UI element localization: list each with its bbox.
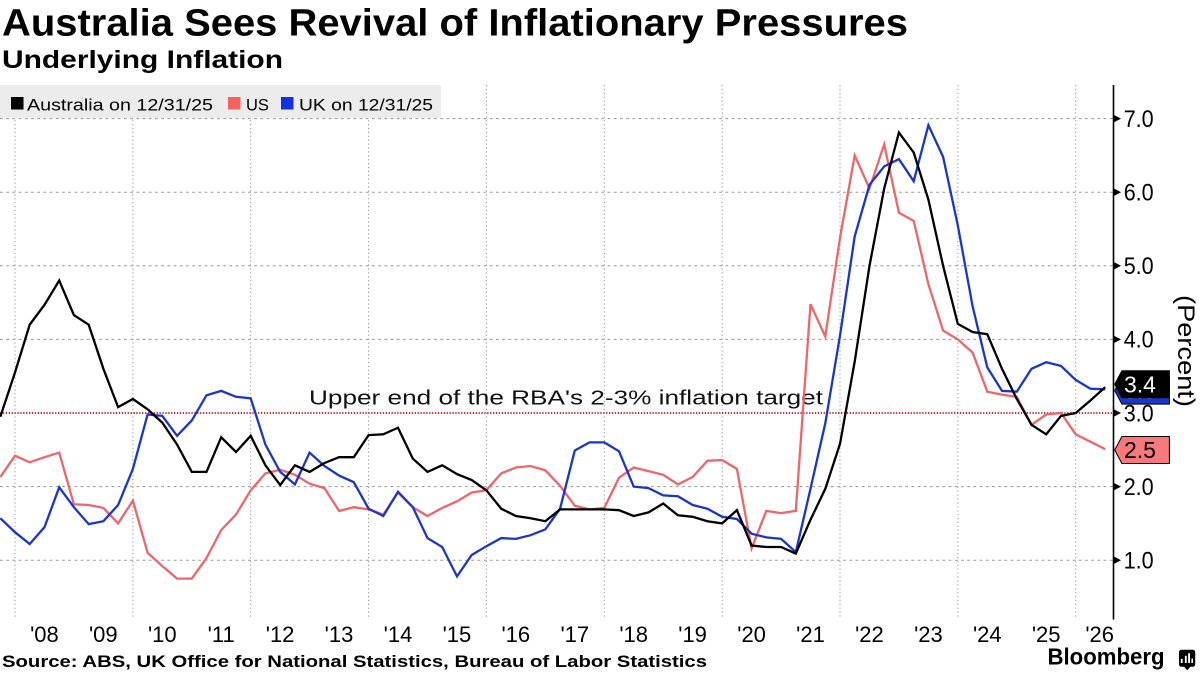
svg-text:'19: '19 bbox=[678, 622, 707, 647]
svg-text:Underlying Inflation: Underlying Inflation bbox=[2, 46, 283, 74]
svg-text:Upper end of the RBA's 2-3% in: Upper end of the RBA's 2-3% inflation ta… bbox=[309, 387, 823, 410]
svg-text:'24: '24 bbox=[973, 622, 1002, 647]
svg-text:UK on 12/31/25: UK on 12/31/25 bbox=[299, 97, 433, 115]
svg-text:6.0: 6.0 bbox=[1124, 180, 1154, 207]
svg-text:'16: '16 bbox=[501, 622, 530, 647]
svg-text:'23: '23 bbox=[914, 622, 943, 647]
svg-text:'21: '21 bbox=[796, 622, 825, 647]
svg-text:'13: '13 bbox=[325, 622, 354, 647]
svg-text:2.0: 2.0 bbox=[1124, 474, 1154, 501]
svg-text:'22: '22 bbox=[855, 622, 884, 647]
svg-text:'20: '20 bbox=[737, 622, 766, 647]
svg-text:(Percent): (Percent) bbox=[1172, 295, 1199, 407]
svg-text:'26: '26 bbox=[1085, 622, 1114, 647]
svg-text:'17: '17 bbox=[560, 622, 589, 647]
svg-text:'18: '18 bbox=[619, 622, 648, 647]
svg-text:1.0: 1.0 bbox=[1124, 548, 1154, 575]
svg-text:5.0: 5.0 bbox=[1124, 253, 1154, 280]
svg-text:'14: '14 bbox=[384, 622, 413, 647]
svg-text:3.0: 3.0 bbox=[1124, 400, 1154, 427]
svg-text:Australia on 12/31/25: Australia on 12/31/25 bbox=[27, 97, 213, 115]
svg-text:Source: ABS, UK Office for Nat: Source: ABS, UK Office for National Stat… bbox=[2, 652, 707, 671]
svg-text:'09: '09 bbox=[89, 622, 118, 647]
svg-text:4.0: 4.0 bbox=[1124, 327, 1154, 354]
svg-text:'12: '12 bbox=[266, 622, 295, 647]
svg-text:7.0: 7.0 bbox=[1124, 106, 1154, 133]
svg-text:'10: '10 bbox=[148, 622, 177, 647]
svg-text:'25: '25 bbox=[1032, 622, 1061, 647]
svg-text:3.4: 3.4 bbox=[1124, 371, 1156, 397]
svg-text:Bloomberg: Bloomberg bbox=[1048, 644, 1165, 670]
svg-text:US: US bbox=[246, 97, 269, 115]
svg-text:'15: '15 bbox=[443, 622, 472, 647]
svg-text:Australia Sees Revival of Infl: Australia Sees Revival of Inflationary P… bbox=[2, 3, 908, 45]
svg-text:2.5: 2.5 bbox=[1124, 437, 1156, 463]
svg-text:'11: '11 bbox=[208, 622, 235, 647]
svg-text:'08: '08 bbox=[30, 622, 59, 647]
